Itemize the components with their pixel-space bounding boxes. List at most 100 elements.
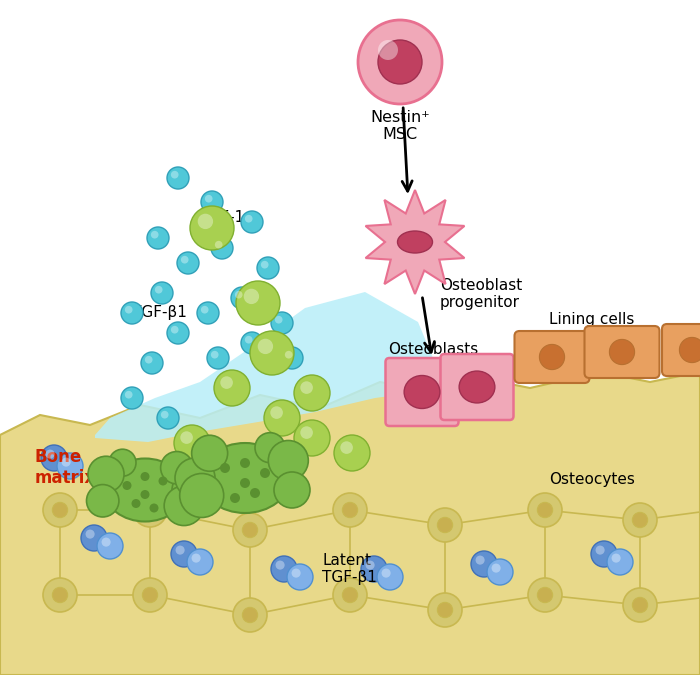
Circle shape	[378, 40, 398, 60]
Circle shape	[528, 578, 562, 612]
Text: Osteoblasts: Osteoblasts	[388, 342, 478, 357]
Circle shape	[192, 554, 201, 563]
Ellipse shape	[104, 458, 186, 522]
Circle shape	[57, 453, 83, 479]
Circle shape	[155, 286, 162, 294]
Circle shape	[270, 406, 283, 419]
Circle shape	[438, 602, 453, 618]
Circle shape	[487, 559, 513, 585]
Circle shape	[142, 587, 158, 603]
Circle shape	[333, 578, 367, 612]
Circle shape	[250, 488, 260, 498]
Circle shape	[171, 326, 178, 333]
Circle shape	[255, 433, 285, 462]
FancyBboxPatch shape	[662, 324, 700, 376]
Circle shape	[85, 530, 94, 539]
Circle shape	[174, 425, 210, 461]
Circle shape	[230, 493, 240, 503]
PathPatch shape	[365, 190, 465, 294]
Circle shape	[205, 195, 213, 202]
Ellipse shape	[200, 443, 290, 513]
Circle shape	[97, 533, 123, 559]
Circle shape	[157, 407, 179, 429]
Circle shape	[171, 171, 178, 179]
Text: Lining cells: Lining cells	[550, 312, 635, 327]
Circle shape	[300, 427, 313, 439]
Circle shape	[340, 441, 353, 454]
Circle shape	[180, 473, 224, 518]
Circle shape	[260, 468, 270, 478]
Circle shape	[46, 450, 55, 458]
Circle shape	[107, 473, 133, 499]
Circle shape	[187, 549, 213, 575]
Circle shape	[240, 478, 250, 488]
Circle shape	[245, 336, 253, 344]
Circle shape	[491, 564, 500, 572]
Circle shape	[211, 237, 233, 259]
FancyBboxPatch shape	[386, 358, 458, 426]
Circle shape	[52, 587, 68, 603]
Circle shape	[236, 281, 280, 325]
Circle shape	[181, 256, 188, 263]
Circle shape	[145, 356, 153, 364]
Circle shape	[147, 227, 169, 249]
Circle shape	[365, 560, 375, 570]
Circle shape	[361, 556, 387, 582]
Circle shape	[141, 490, 150, 499]
Circle shape	[62, 458, 71, 466]
Circle shape	[197, 214, 213, 229]
Circle shape	[151, 231, 158, 238]
Circle shape	[172, 472, 208, 508]
Circle shape	[428, 508, 462, 542]
FancyBboxPatch shape	[584, 326, 659, 378]
Circle shape	[81, 525, 107, 551]
Circle shape	[142, 502, 158, 518]
Circle shape	[300, 381, 313, 394]
Circle shape	[158, 477, 167, 485]
Circle shape	[201, 191, 223, 213]
Circle shape	[607, 549, 633, 575]
FancyBboxPatch shape	[440, 354, 514, 420]
Circle shape	[43, 493, 77, 527]
Ellipse shape	[459, 371, 495, 403]
Circle shape	[241, 332, 263, 354]
Circle shape	[632, 512, 648, 528]
Circle shape	[121, 302, 143, 324]
Circle shape	[268, 441, 308, 481]
Circle shape	[258, 339, 273, 354]
Circle shape	[207, 347, 229, 369]
Circle shape	[471, 551, 497, 577]
Circle shape	[264, 400, 300, 436]
Circle shape	[274, 472, 310, 508]
Text: Osteoblast
progenitor: Osteoblast progenitor	[440, 278, 522, 310]
Circle shape	[121, 387, 143, 409]
Circle shape	[160, 452, 193, 484]
Text: IGF-1: IGF-1	[204, 211, 244, 225]
Circle shape	[233, 598, 267, 632]
Circle shape	[334, 435, 370, 471]
Circle shape	[211, 351, 218, 358]
Circle shape	[181, 431, 193, 444]
Circle shape	[141, 472, 150, 481]
Circle shape	[87, 485, 119, 517]
Circle shape	[164, 486, 204, 526]
Circle shape	[240, 458, 250, 468]
Text: Latent
TGF-β1: Latent TGF-β1	[322, 553, 377, 585]
Circle shape	[257, 257, 279, 279]
Circle shape	[596, 545, 605, 555]
Circle shape	[287, 564, 313, 590]
Circle shape	[161, 411, 169, 418]
Circle shape	[292, 568, 301, 578]
Circle shape	[88, 456, 124, 492]
Circle shape	[167, 322, 189, 344]
Text: Bone
matrix: Bone matrix	[35, 448, 96, 487]
Circle shape	[111, 477, 120, 487]
Circle shape	[250, 331, 294, 375]
Text: Osteocytes: Osteocytes	[549, 472, 635, 487]
Circle shape	[342, 587, 358, 603]
Text: Nestin⁺
MSC: Nestin⁺ MSC	[370, 110, 430, 142]
Circle shape	[150, 504, 158, 512]
Circle shape	[220, 463, 230, 473]
Circle shape	[612, 554, 621, 563]
Circle shape	[276, 560, 285, 570]
